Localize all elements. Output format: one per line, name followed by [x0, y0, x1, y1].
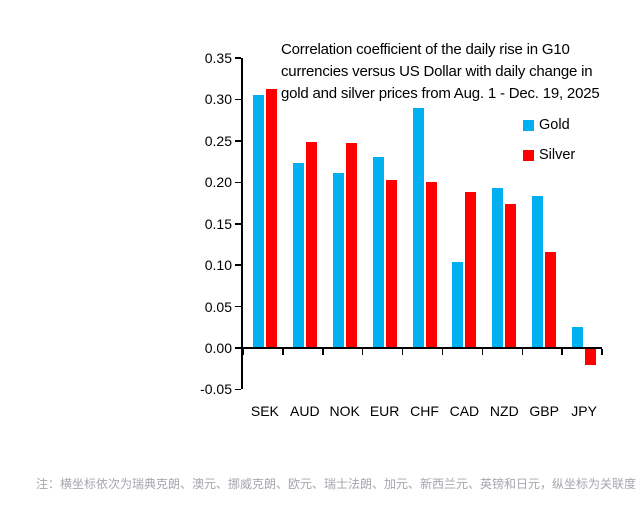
- bar-gold-cad: [452, 261, 464, 348]
- x-tick: [521, 349, 523, 355]
- y-tick: [235, 57, 241, 59]
- x-tick: [361, 349, 364, 355]
- bar-gold-nok: [332, 173, 344, 348]
- x-tick: [401, 349, 404, 355]
- x-category-label-sek: SEK: [250, 403, 279, 419]
- x-tick: [561, 349, 563, 355]
- bar-gold-nzd: [492, 188, 504, 348]
- x-category-label-nok: NOK: [329, 403, 360, 419]
- bar-gold-gbp: [532, 196, 544, 348]
- legend-item-gold: Gold: [523, 117, 570, 133]
- bar-silver-cad: [465, 192, 477, 348]
- chart-title: Correlation coefficient of the daily ris…: [281, 39, 600, 105]
- x-tick: [481, 349, 484, 355]
- y-tick-label: 0.25: [204, 132, 232, 149]
- y-tick: [235, 223, 241, 225]
- y-tick: [235, 264, 241, 266]
- bar-silver-nok: [345, 142, 357, 348]
- y-tick-label: 0.30: [204, 91, 232, 108]
- bar-gold-eur: [372, 156, 384, 348]
- bar-silver-nzd: [505, 203, 517, 348]
- y-tick-label: -0.05: [200, 381, 232, 398]
- x-category-label-chf: CHF: [410, 403, 439, 419]
- gold-swatch-icon: [523, 119, 534, 131]
- x-category-label-jpy: JPY: [571, 403, 597, 419]
- chart-title-line-2: currencies versus US Dollar with daily c…: [281, 63, 593, 80]
- bar-gold-aud: [292, 163, 304, 348]
- bar-silver-eur: [385, 179, 397, 348]
- x-category-label-eur: EUR: [369, 403, 400, 419]
- bar-silver-gbp: [545, 251, 557, 348]
- footnote: 注：横坐标依次为瑞典克朗、澳元、挪威克朗、欧元、瑞士法朗、加元、新西兰元、英镑和…: [36, 477, 637, 491]
- bar-gold-jpy: [572, 327, 584, 348]
- bar-silver-jpy: [585, 348, 597, 366]
- x-tick: [322, 349, 324, 355]
- chart-title-line-3: gold and silver prices from Aug. 1 - Dec…: [281, 85, 600, 102]
- x-category-label-gbp: GBP: [529, 403, 559, 419]
- y-tick-label: 0.15: [204, 215, 232, 232]
- bar-silver-aud: [305, 141, 317, 348]
- y-tick: [235, 347, 241, 349]
- x-category-label-cad: CAD: [449, 403, 480, 419]
- bar-gold-chf: [412, 107, 424, 348]
- y-tick-label: 0.35: [204, 50, 232, 66]
- x-tick: [282, 349, 284, 355]
- bar-silver-sek: [265, 88, 277, 348]
- x-axis-line: [241, 347, 602, 349]
- chart-title-line-1: Correlation coefficient of the daily ris…: [281, 41, 570, 58]
- y-tick: [235, 98, 241, 101]
- bar-silver-chf: [425, 182, 437, 348]
- y-tick: [235, 305, 241, 308]
- y-tick: [235, 181, 241, 183]
- legend-item-silver: Silver: [523, 147, 575, 163]
- y-tick-label: 0.00: [204, 340, 232, 356]
- x-category-label-aud: AUD: [290, 403, 320, 419]
- x-tick: [441, 349, 444, 355]
- x-tick: [242, 349, 244, 355]
- legend-label-gold: Gold: [539, 117, 570, 133]
- legend-label-silver: Silver: [539, 147, 576, 163]
- y-tick: [235, 388, 241, 391]
- bar-gold-sek: [252, 95, 264, 348]
- y-tick-label: 0.10: [204, 257, 232, 274]
- y-tick-label: 0.20: [204, 174, 232, 191]
- y-tick: [235, 140, 241, 142]
- y-tick-label: 0.05: [204, 298, 232, 315]
- silver-swatch-icon: [523, 149, 534, 161]
- x-category-label-nzd: NZD: [489, 403, 519, 419]
- x-tick: [601, 349, 603, 355]
- y-axis-line: [241, 58, 243, 390]
